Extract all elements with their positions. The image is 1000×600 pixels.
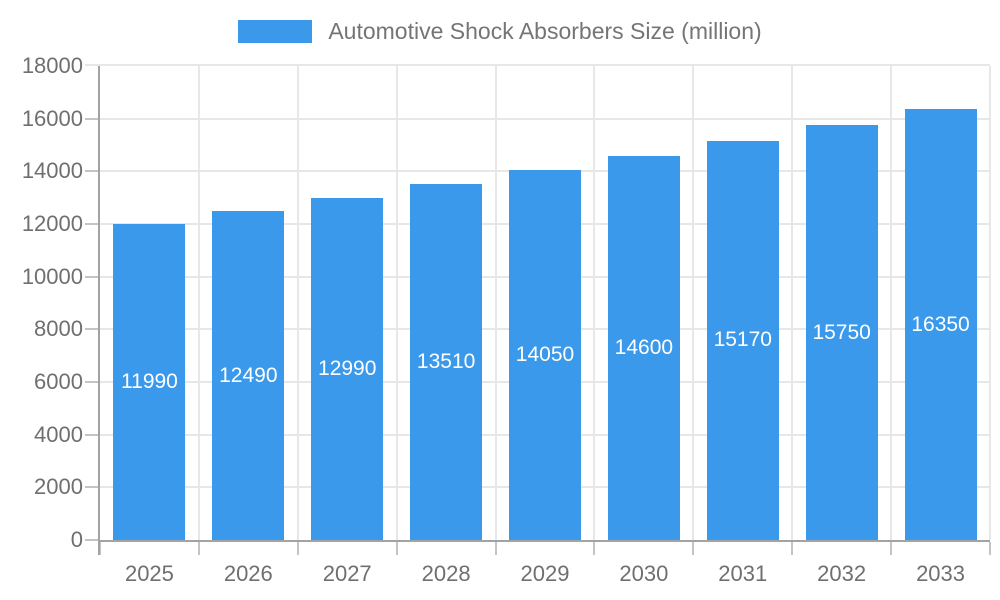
x-tick	[989, 542, 991, 555]
h-gridline	[100, 117, 990, 120]
y-axis-labels: 0 2000 4000 6000 8000 10000 12000 14000 16000 180…	[0, 53, 83, 552]
x-tick	[99, 542, 101, 555]
y-axis-label: 18000	[21, 53, 83, 78]
y-tick	[85, 170, 98, 173]
x-axis-label: 2031	[718, 561, 768, 586]
bar-2030: 14600	[607, 155, 680, 540]
plot-top-border	[85, 64, 990, 66]
x-tick	[890, 542, 893, 555]
x-axis-label: 2028	[421, 561, 471, 586]
y-axis-label: 10000	[21, 263, 83, 289]
plot-right-border	[989, 66, 991, 540]
v-gridline	[296, 66, 299, 540]
legend-item[interactable]: Automotive Shock Absorbers Size (million…	[238, 17, 762, 45]
bar-2026: 12490	[212, 211, 285, 540]
v-gridline	[890, 66, 893, 540]
x-tick	[296, 542, 299, 555]
y-tick	[85, 433, 98, 436]
x-axis-label: 2025	[124, 561, 174, 586]
bar-2027: 12990	[311, 197, 384, 540]
v-gridline	[494, 66, 497, 540]
x-tick	[692, 542, 695, 555]
y-axis-label: 0	[70, 527, 83, 552]
bar-value-label: 11990	[121, 370, 178, 394]
x-tick	[494, 542, 497, 555]
v-gridline	[395, 66, 398, 540]
v-gridline	[197, 66, 200, 540]
y-tick	[85, 117, 98, 120]
y-axis-label: 14000	[21, 158, 83, 184]
y-axis-label: 12000	[21, 211, 83, 236]
legend-label: Automotive Shock Absorbers Size (million…	[328, 18, 762, 44]
x-axis-label: 2029	[520, 561, 570, 586]
y-axis-label: 6000	[34, 369, 83, 394]
y-axis-label: 8000	[34, 316, 83, 342]
x-tick	[395, 542, 398, 555]
x-axis-line	[98, 540, 990, 542]
bar-2028: 13510	[410, 184, 483, 540]
chart-legend: Automotive Shock Absorbers Size (million…	[0, 14, 1000, 48]
legend-swatch-icon	[238, 19, 313, 43]
x-axis-label: 2033	[916, 561, 966, 586]
v-gridline	[593, 66, 596, 540]
bar-2032: 15750	[805, 125, 878, 540]
bar-value-label: 12990	[318, 356, 377, 380]
bar-2033: 16350	[904, 109, 977, 540]
bar-value-label: 15750	[812, 320, 871, 344]
y-axis-label: 2000	[34, 474, 83, 500]
bar-value-label: 14050	[515, 343, 575, 366]
y-axis-label: 16000	[21, 105, 83, 131]
bar-value-label: 14600	[614, 335, 674, 359]
y-tick	[85, 328, 98, 331]
y-tick	[85, 275, 98, 278]
x-axis-label: 2032	[817, 561, 867, 586]
bar-2029: 14050	[509, 170, 581, 540]
x-axis-label: 2026	[223, 561, 273, 586]
y-tick	[85, 539, 98, 541]
v-gridline	[791, 66, 794, 540]
x-tick	[791, 542, 794, 555]
v-gridline	[692, 66, 695, 540]
x-axis-label: 2027	[322, 561, 372, 586]
bar-value-label: 12490	[219, 363, 278, 387]
y-tick	[85, 486, 98, 489]
bar-value-label: 15170	[713, 328, 772, 352]
y-tick	[85, 223, 98, 225]
bar-2025: 11990	[113, 224, 186, 540]
bar-value-label: 16350	[911, 312, 970, 336]
x-tick	[593, 542, 596, 555]
bar-2031: 15170	[706, 140, 779, 540]
plot-area: 11990 12490 12990 13510 14050 14600 15170 15750…	[85, 64, 991, 555]
x-tick	[197, 542, 200, 555]
bar-value-label: 13510	[416, 350, 476, 374]
x-axis-labels: 2025 2026 2027 2028 2029 2030 2031 2032 2033	[100, 559, 990, 591]
y-axis-line	[98, 66, 100, 555]
y-tick	[85, 381, 98, 383]
x-axis-label: 2030	[619, 561, 669, 586]
y-axis-label: 4000	[34, 421, 83, 447]
